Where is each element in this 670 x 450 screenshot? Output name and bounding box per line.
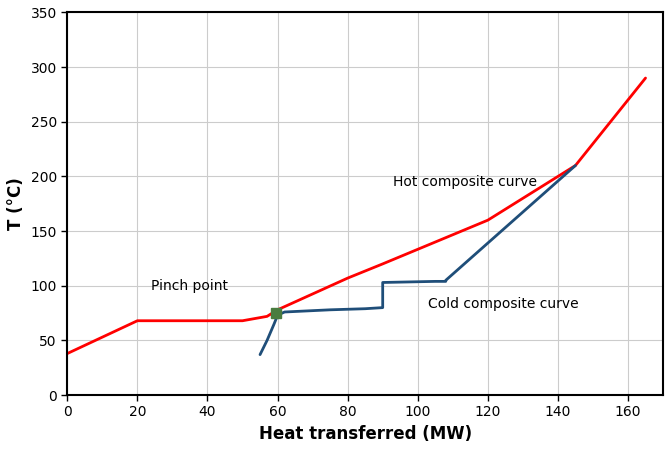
- Text: Hot composite curve: Hot composite curve: [393, 175, 537, 189]
- X-axis label: Heat transferred (MW): Heat transferred (MW): [259, 425, 472, 443]
- Y-axis label: T (°C): T (°C): [7, 177, 25, 230]
- Text: Pinch point: Pinch point: [151, 279, 228, 293]
- Text: Cold composite curve: Cold composite curve: [428, 297, 579, 311]
